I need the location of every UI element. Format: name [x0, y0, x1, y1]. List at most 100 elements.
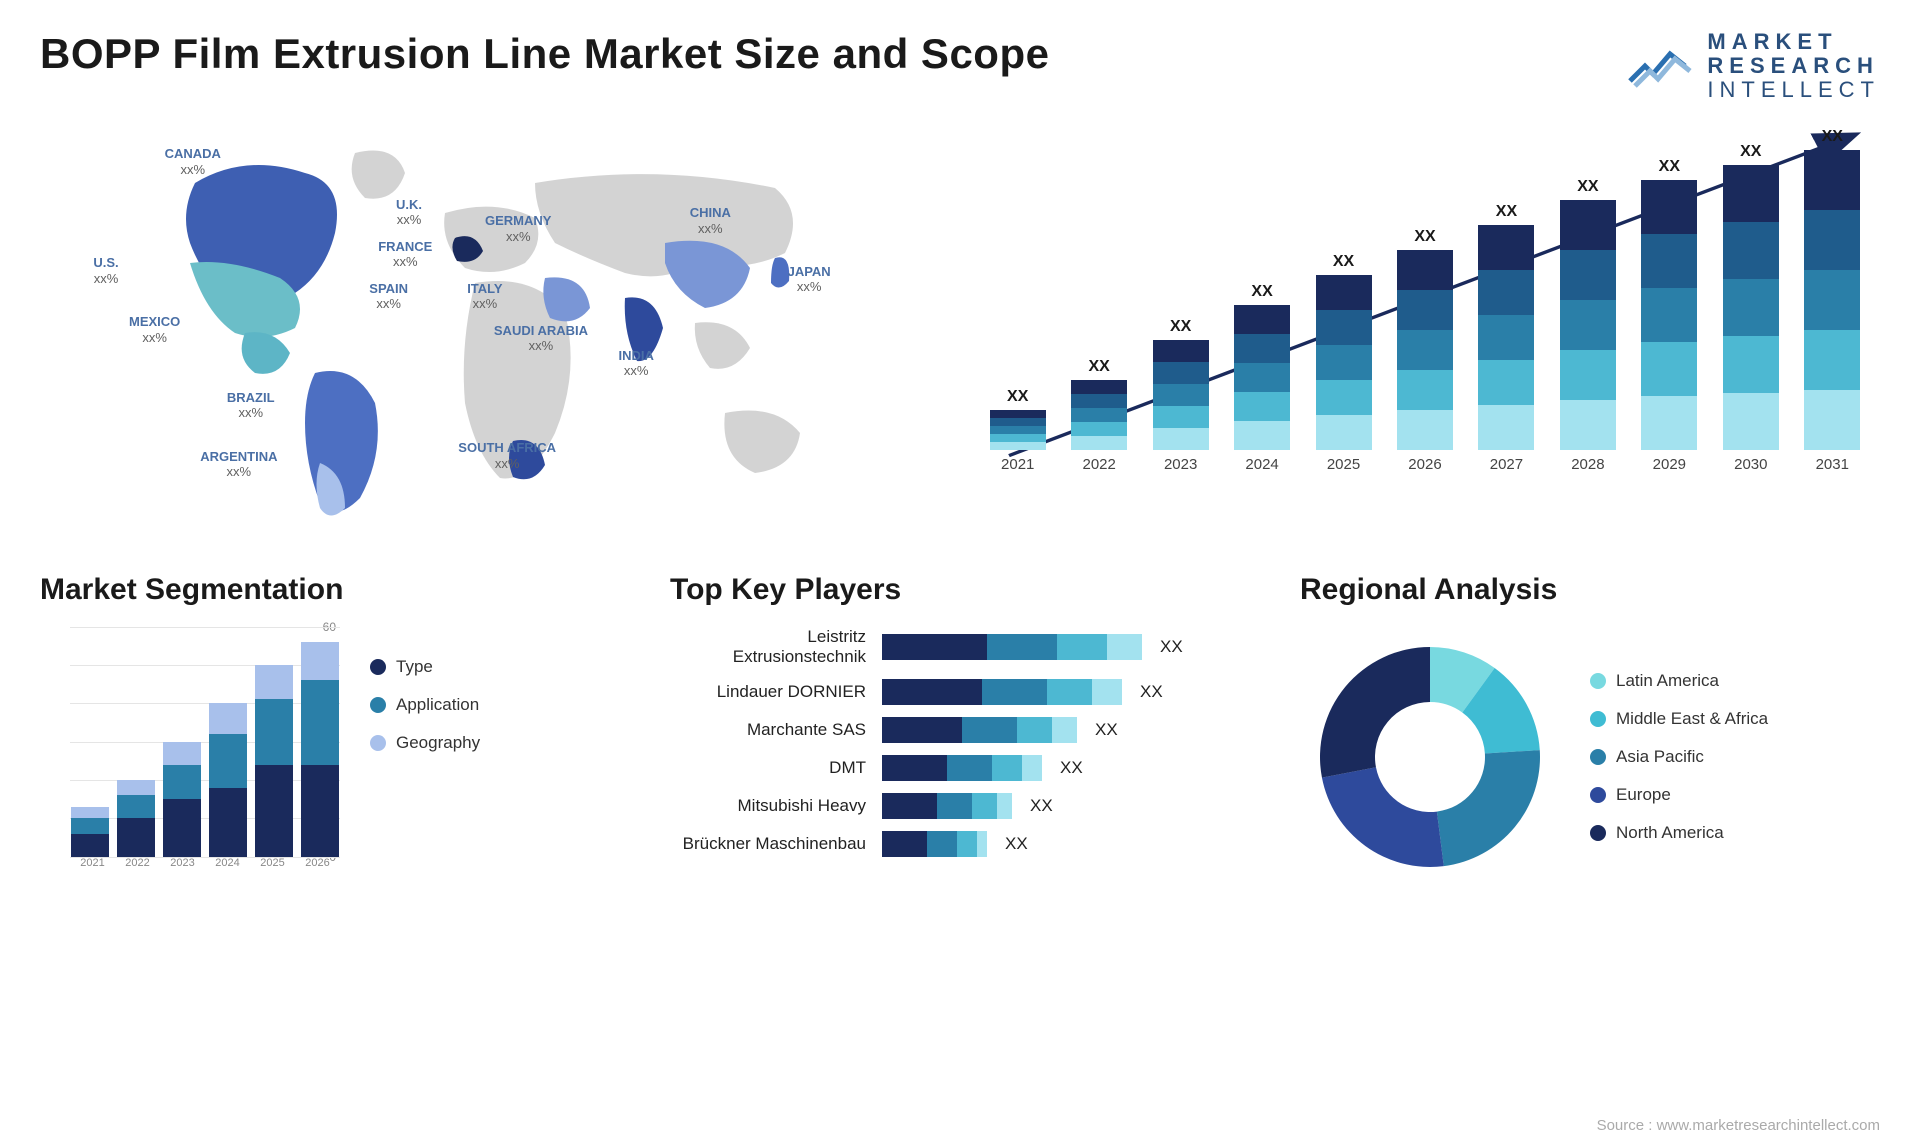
- growth-year-label: 2026: [1408, 456, 1441, 473]
- map-label: GERMANYxx%: [485, 213, 551, 244]
- growth-year-label: 2029: [1653, 456, 1686, 473]
- player-name: Marchante SAS: [670, 720, 870, 740]
- world-map: CANADAxx% U.S.xx% MEXICOxx% BRAZILxx% ARGENT…: [40, 113, 930, 533]
- donut-slice: [1437, 750, 1540, 866]
- growth-value-label: XX: [1414, 228, 1435, 246]
- player-bar: [882, 717, 1077, 743]
- map-label: U.K.xx%: [396, 197, 422, 228]
- map-label: BRAZILxx%: [227, 390, 275, 421]
- map-label: INDIAxx%: [619, 348, 654, 379]
- player-value: XX: [1060, 758, 1083, 778]
- growth-bar: XX2030: [1713, 143, 1788, 473]
- donut-slice: [1322, 767, 1444, 867]
- map-label: SOUTH AFRICAxx%: [458, 440, 556, 471]
- regional-panel: Regional Analysis Latin AmericaMiddle Ea…: [1300, 573, 1880, 887]
- growth-year-label: 2030: [1734, 456, 1767, 473]
- growth-bar: XX 2031: [1795, 128, 1870, 473]
- map-label: SPAINxx%: [369, 281, 408, 312]
- logo-icon: [1625, 36, 1695, 96]
- legend-item: Application: [370, 695, 480, 715]
- growth-value-label: XX: [1089, 358, 1110, 376]
- growth-bar: XX2022: [1061, 358, 1136, 473]
- growth-chart: XX2021XX2022XX2023XX2024XX2025XX2026XX20…: [970, 113, 1880, 533]
- growth-bar: XX 2023: [1143, 318, 1218, 473]
- growth-bar: XX 2027: [1469, 203, 1544, 473]
- player-value: XX: [1005, 834, 1028, 854]
- player-value: XX: [1160, 637, 1183, 657]
- bottom-row: Market Segmentation 01020304050602021202…: [40, 573, 1880, 887]
- player-row: Marchante SAS XX: [670, 717, 1250, 743]
- growth-year-label: 2027: [1490, 456, 1523, 473]
- player-bar: [882, 831, 987, 857]
- top-row: CANADAxx% U.S.xx% MEXICOxx% BRAZILxx% ARGENT…: [40, 113, 1880, 533]
- growth-bar: XX2029: [1632, 158, 1707, 473]
- seg-bar: [117, 780, 155, 857]
- seg-bar: [255, 665, 293, 857]
- player-row: Brückner Maschinenbau XX: [670, 831, 1250, 857]
- segmentation-legend: Type Application Geography: [370, 627, 480, 887]
- legend-item: Latin America: [1590, 671, 1768, 691]
- map-label: JAPANxx%: [788, 264, 831, 295]
- growth-value-label: XX: [1007, 388, 1028, 406]
- growth-bar: XX 2021: [980, 388, 1055, 473]
- player-value: XX: [1095, 720, 1118, 740]
- growth-bar: XX 2028: [1550, 178, 1625, 473]
- legend-item: Geography: [370, 733, 480, 753]
- growth-value-label: XX: [1577, 178, 1598, 196]
- growth-year-label: 2023: [1164, 456, 1197, 473]
- player-bar: [882, 755, 1042, 781]
- player-row: Lindauer DORNIER XX: [670, 679, 1250, 705]
- growth-value-label: XX: [1251, 283, 1272, 301]
- map-label: CHINAxx%: [690, 205, 731, 236]
- growth-value-label: XX: [1496, 203, 1517, 221]
- growth-year-label: 2028: [1571, 456, 1604, 473]
- players-panel: Top Key Players Leistritz Extrusionstech…: [670, 573, 1250, 887]
- player-name: Brückner Maschinenbau: [670, 834, 870, 854]
- logo: MARKET RESEARCH INTELLECT: [1625, 30, 1880, 103]
- seg-xlabel: 2026: [295, 857, 340, 887]
- growth-year-label: 2024: [1245, 456, 1278, 473]
- player-bar: [882, 634, 1142, 660]
- growth-value-label: XX: [1333, 253, 1354, 271]
- legend-item: Europe: [1590, 785, 1768, 805]
- regional-title: Regional Analysis: [1300, 573, 1880, 607]
- player-row: Mitsubishi HeavyXX: [670, 793, 1250, 819]
- donut-slice: [1320, 647, 1430, 778]
- player-name: Leistritz Extrusionstechnik: [670, 627, 870, 667]
- header: BOPP Film Extrusion Line Market Size and…: [40, 30, 1880, 103]
- growth-year-label: 2025: [1327, 456, 1360, 473]
- growth-value-label: XX: [1822, 128, 1843, 146]
- segmentation-panel: Market Segmentation 01020304050602021202…: [40, 573, 620, 887]
- seg-bar: [301, 642, 339, 857]
- growth-year-label: 2021: [1001, 456, 1034, 473]
- donut-legend: Latin AmericaMiddle East & AfricaAsia Pa…: [1590, 671, 1768, 843]
- page-title: BOPP Film Extrusion Line Market Size and…: [40, 30, 1049, 78]
- growth-year-label: 2031: [1816, 456, 1849, 473]
- player-bar: [882, 793, 1012, 819]
- map-label: U.S.xx%: [93, 255, 118, 286]
- segmentation-title: Market Segmentation: [40, 573, 620, 607]
- player-row: Leistritz Extrusionstechnik XX: [670, 627, 1250, 667]
- growth-bar: XX 2024: [1224, 283, 1299, 473]
- seg-bar: [163, 742, 201, 857]
- map-label: SAUDI ARABIAxx%: [494, 323, 588, 354]
- map-label: CANADAxx%: [165, 146, 221, 177]
- logo-text: MARKET RESEARCH INTELLECT: [1707, 30, 1880, 103]
- source-note: Source : www.marketresearchintellect.com: [1597, 1117, 1880, 1134]
- player-row: DMTXX: [670, 755, 1250, 781]
- legend-item: Type: [370, 657, 480, 677]
- legend-item: North America: [1590, 823, 1768, 843]
- player-name: Lindauer DORNIER: [670, 682, 870, 702]
- players-title: Top Key Players: [670, 573, 1250, 607]
- seg-bar: [209, 703, 247, 856]
- seg-bar: [71, 807, 109, 857]
- map-label: ARGENTINAxx%: [200, 449, 277, 480]
- map-label: MEXICOxx%: [129, 314, 180, 345]
- growth-bar: XX 2025: [1306, 253, 1381, 473]
- player-value: XX: [1140, 682, 1163, 702]
- seg-xlabel: 2024: [205, 857, 250, 887]
- seg-xlabel: 2021: [70, 857, 115, 887]
- map-label: FRANCExx%: [378, 239, 432, 270]
- legend-item: Asia Pacific: [1590, 747, 1768, 767]
- growth-value-label: XX: [1170, 318, 1191, 336]
